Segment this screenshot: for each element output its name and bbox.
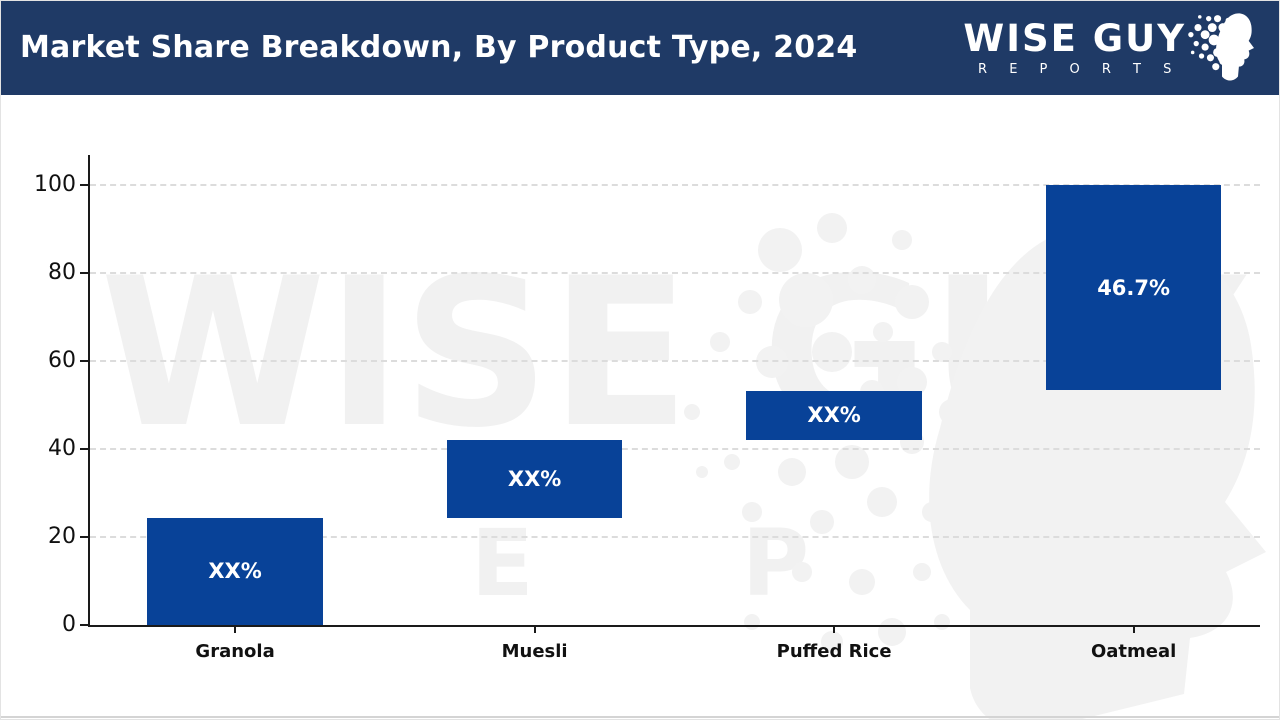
bar-value-label: XX% [807, 403, 861, 428]
chart-bar-oatmeal: 46.7% [1045, 185, 1222, 391]
y-gridline [90, 360, 1260, 362]
x-tick-mark [533, 625, 536, 633]
y-tick-label: 100 [34, 172, 76, 197]
chart-bar-puffed-rice: XX% [746, 390, 922, 440]
bar-value-label: XX% [208, 559, 262, 584]
y-tick-mark [80, 536, 88, 538]
y-tick-label: 0 [62, 612, 76, 637]
brand-name: WISE GUY [963, 16, 1186, 60]
bottom-divider [0, 716, 1280, 718]
chart-bar-granola: XX% [147, 517, 323, 625]
y-tick-label: 60 [48, 348, 76, 373]
y-tick-mark [80, 448, 88, 450]
y-tick-mark [80, 360, 88, 362]
header-bar: Market Share Breakdown, By Product Type,… [0, 0, 1280, 95]
y-gridline [90, 536, 1260, 538]
y-gridline [90, 448, 1260, 450]
y-gridline [90, 272, 1260, 274]
wiseguy-head-icon [1188, 12, 1254, 80]
x-category-label: Muesli [501, 641, 568, 662]
brand-logo-text: WISE GUY R E P O R T S [963, 20, 1186, 76]
bar-value-label: XX% [507, 466, 562, 491]
chart-bar-muesli: XX% [446, 439, 623, 518]
x-category-label: Granola [195, 641, 275, 662]
x-tick-mark [1132, 625, 1135, 633]
y-tick-label: 20 [48, 524, 76, 549]
chart-plot-area: 0 20 40 60 80 100 XX% Granola XX% Muesli XX% Puffed… [34, 155, 1260, 662]
bar-value-label: 46.7% [1097, 275, 1171, 300]
page-title: Market Share Breakdown, By Product Type,… [20, 30, 858, 65]
y-tick-mark [80, 184, 88, 186]
x-tick-mark [833, 625, 836, 633]
brand-subname: R E P O R T S [978, 61, 1181, 77]
y-tick-mark [80, 272, 88, 274]
x-category-label: Oatmeal [1090, 641, 1177, 662]
x-tick-mark [234, 625, 237, 633]
y-tick-mark [80, 624, 88, 626]
x-category-label: Puffed Rice [776, 641, 892, 662]
y-tick-label: 40 [48, 436, 76, 461]
y-tick-label: 80 [48, 260, 76, 285]
y-gridline [90, 184, 1260, 186]
brand-logo: WISE GUY R E P O R T S [963, 8, 1262, 88]
